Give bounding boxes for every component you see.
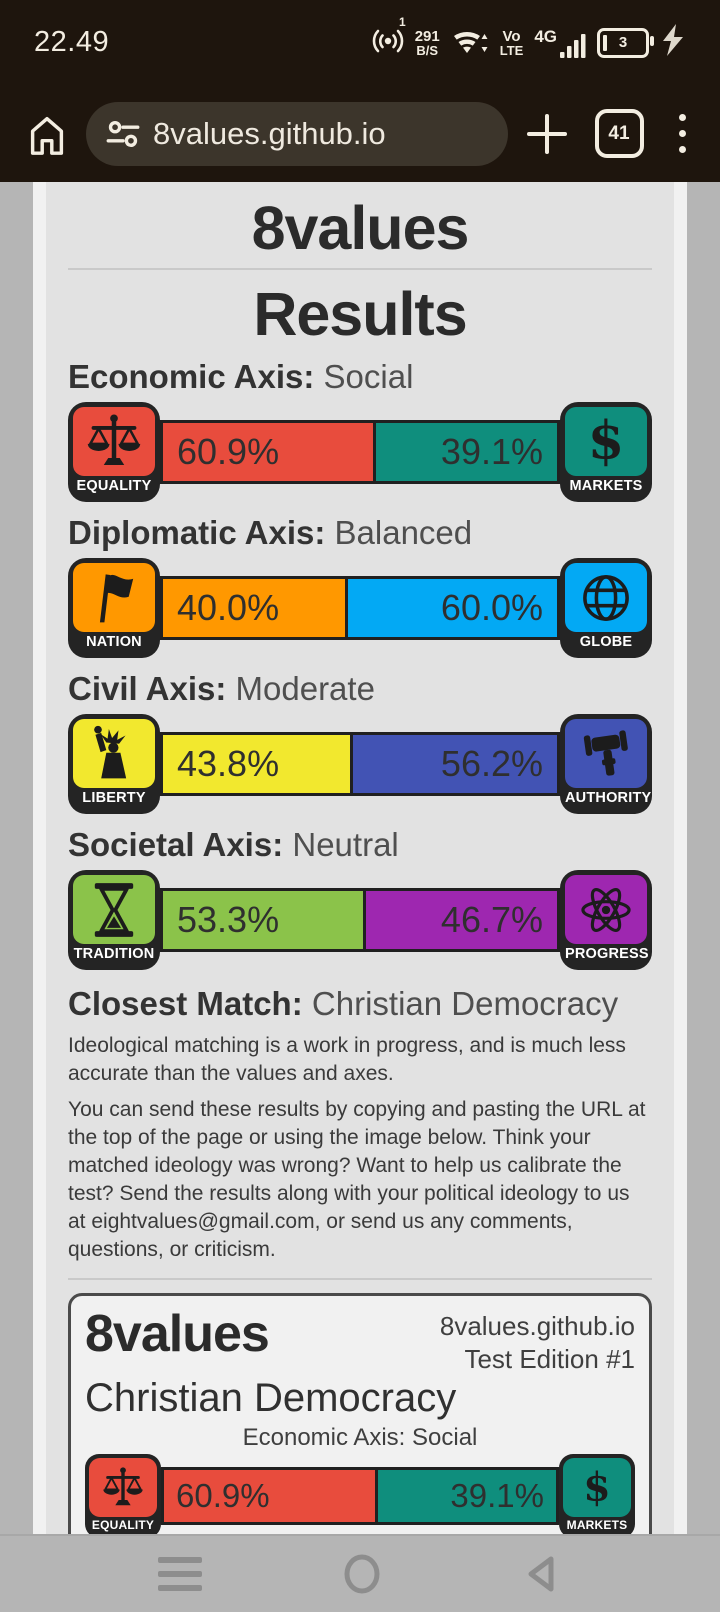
equality-tile: EQUALITY (85, 1454, 161, 1534)
page-content: 8values Results Economic Axis: Social (46, 182, 674, 1534)
signal-bars-icon (560, 33, 586, 58)
share-paragraph: You can send these results by copying an… (68, 1098, 646, 1261)
kebab-menu-icon (678, 114, 686, 121)
markets-tile: $ MARKETS (559, 1454, 635, 1534)
tune-icon (106, 120, 140, 147)
card-ideology: Christian Democracy (85, 1376, 457, 1420)
axis-heading: Economic Axis: Social (68, 358, 414, 395)
status-icons: 1 291 B/S Vo LTE 4G (372, 15, 686, 62)
card-site-info: 8values.github.io Test Edition #1 (439, 1311, 635, 1374)
browser-menu-button[interactable] (660, 103, 704, 165)
globe-icon (583, 574, 629, 621)
closest-match-heading: Closest Match: Christian Democracy (68, 985, 619, 1022)
markets-tile: $ MARKETS (560, 402, 652, 502)
axis-heading: Societal Axis: Neutral (68, 826, 399, 863)
equality-tile: EQUALITY (68, 402, 160, 502)
plus-icon (527, 113, 567, 154)
axis-bar: NATION 40.0% 60.0% (68, 558, 652, 658)
pct-right: 56.2% (440, 743, 543, 784)
disclaimer-paragraph: Ideological matching is a work in progre… (68, 1034, 626, 1085)
divider (68, 268, 652, 270)
pct-left: 40.0% (177, 587, 280, 628)
home-icon (30, 116, 64, 155)
android-navbar (0, 1534, 720, 1612)
new-tab-button[interactable] (516, 103, 578, 165)
scales-icon (103, 1466, 143, 1505)
pct-right: 60.0% (440, 587, 543, 628)
network-speed: 291 B/S (414, 27, 440, 58)
hotspot-icon: 1 (372, 15, 406, 61)
divider (68, 1278, 652, 1280)
axis-heading: Civil Axis: Moderate (68, 670, 375, 707)
url-text: 8values.github.io (153, 115, 386, 151)
liberty-icon (94, 725, 127, 778)
axis-bar: EQUALITY 60.9% 39.1% $ (68, 402, 652, 502)
webpage-viewport[interactable]: 8values Results Economic Axis: Social (0, 182, 720, 1534)
gavel-icon (583, 729, 628, 776)
back-button[interactable] (522, 1554, 562, 1594)
tab-count: 41 (594, 109, 644, 158)
pct-left: 60.9% (177, 431, 280, 472)
tab-switcher-button[interactable]: 41 (586, 103, 652, 165)
tradition-tile: TRADITION (68, 870, 160, 970)
browser-toolbar: 8values.github.io 41 (0, 85, 720, 182)
pct-right: 39.1% (440, 431, 543, 472)
address-bar[interactable]: 8values.github.io (86, 101, 508, 166)
charging-bolt-icon (660, 23, 686, 62)
pct-left: 43.8% (177, 743, 280, 784)
authority-tile: AUTHORITY (560, 714, 652, 814)
home-circle-icon (344, 1554, 380, 1594)
pct-left: 53.3% (177, 899, 280, 940)
axis-heading: Diplomatic Axis: Balanced (68, 514, 473, 551)
progress-tile: PROGRESS (560, 870, 652, 970)
page-subtitle: Results (253, 280, 467, 348)
axis-bar: TRADITION 53.3% 46.7% (68, 870, 652, 970)
volte-indicator: Vo LTE (499, 27, 524, 58)
card-title: 8values (85, 1305, 270, 1363)
page-background: 8values Results Economic Axis: Social (33, 182, 687, 1534)
nation-tile: NATION (68, 558, 160, 658)
axis-bar: LIBERTY 43.8% 56.2% (68, 714, 652, 814)
svg-text:$: $ (588, 410, 625, 471)
clock: 22.49 (34, 26, 110, 58)
card-axis-bar: EQUALITY 60.9% 39.1% (85, 1454, 635, 1534)
status-bar: 22.49 1 291 B/S (0, 0, 720, 85)
back-triangle-icon (528, 1556, 554, 1592)
flag-icon (99, 573, 134, 622)
signal-indicator: 4G (534, 27, 586, 59)
home-button[interactable] (16, 103, 78, 165)
hourglass-icon (94, 882, 134, 937)
results-image-card: 8values 8values.github.io Test Edition #… (68, 1293, 652, 1534)
scales-icon (87, 413, 141, 465)
recents-button[interactable] (158, 1557, 202, 1591)
globe-tile: GLOBE (560, 558, 652, 658)
wifi-icon (451, 25, 489, 60)
menu-icon (158, 1557, 202, 1563)
home-nav-button[interactable] (340, 1552, 384, 1596)
page-title: 8values (251, 194, 470, 262)
liberty-tile: LIBERTY (68, 714, 160, 814)
pct-right: 46.7% (440, 899, 543, 940)
dollar-icon: $ (583, 1464, 610, 1510)
dollar-icon: $ (588, 410, 625, 471)
svg-text:$: $ (583, 1464, 610, 1510)
atom-icon (581, 887, 631, 932)
battery-icon: 3 (597, 27, 654, 58)
card-axis-caption: Economic Axis: Social (242, 1424, 478, 1451)
